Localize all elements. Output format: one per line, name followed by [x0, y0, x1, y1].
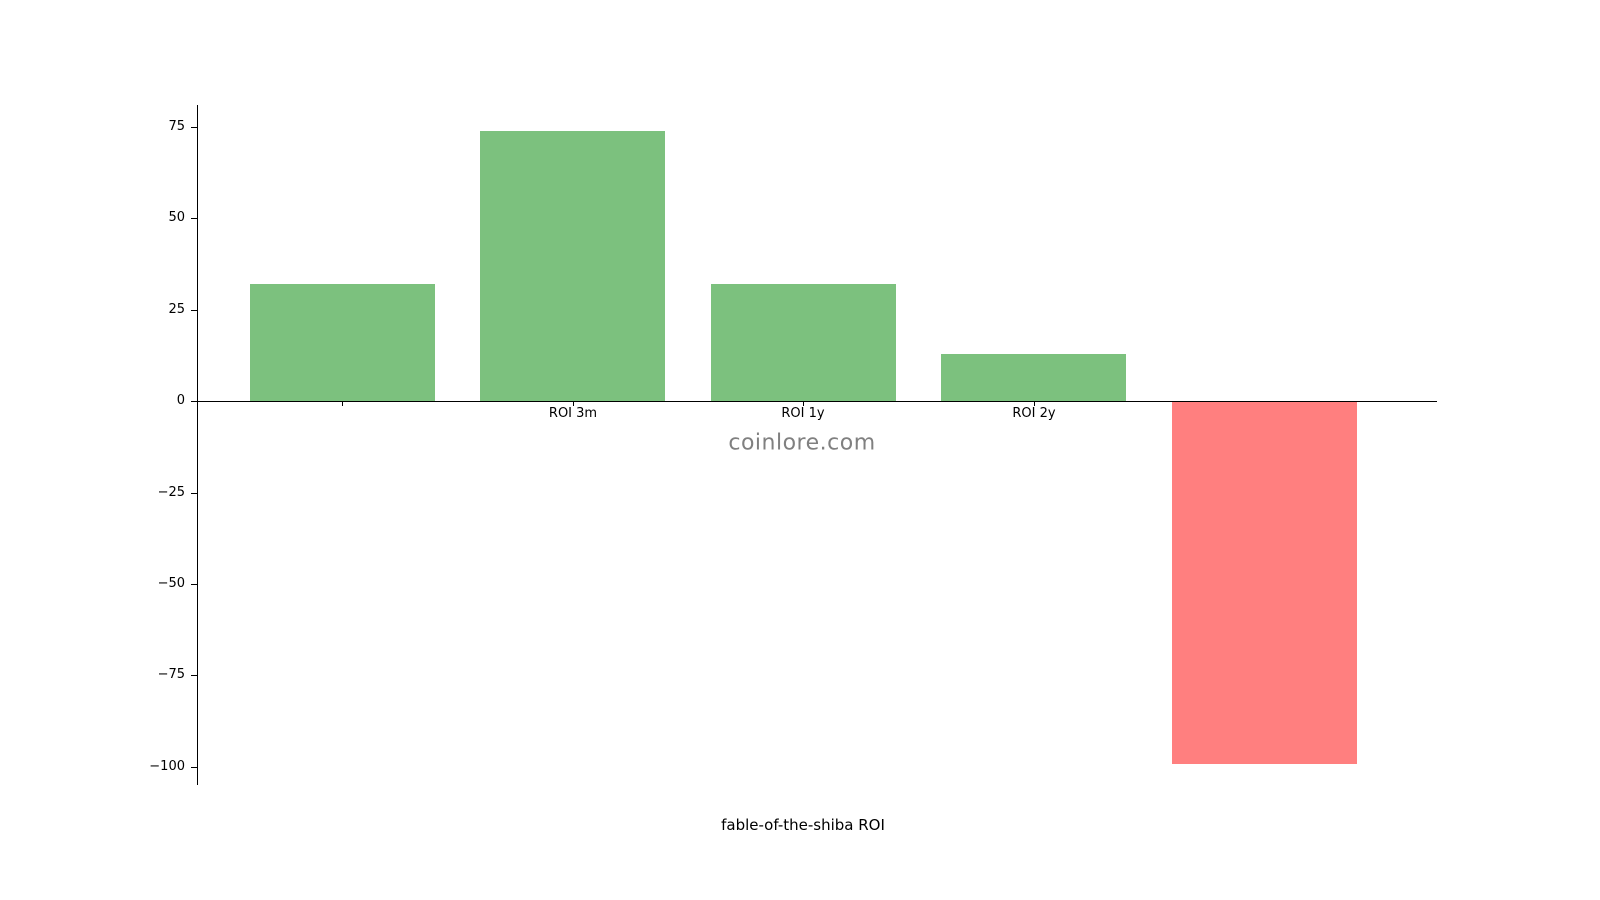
x-tick-mark — [1034, 402, 1035, 406]
y-tick-label: −25 — [157, 485, 185, 500]
y-tick-mark — [191, 218, 197, 219]
chart-caption: fable-of-the-shiba ROI — [721, 816, 885, 834]
x-tick-label-roi-2y: ROI 2y — [1012, 406, 1056, 421]
x-tick-label-roi-1y: ROI 1y — [781, 406, 825, 421]
x-tick-mark — [342, 402, 343, 406]
x-tick-mark — [803, 402, 804, 406]
y-tick-mark — [191, 127, 197, 128]
y-tick-label: 25 — [168, 302, 185, 317]
y-axis-spine — [197, 105, 198, 785]
y-tick-label: −100 — [149, 759, 185, 774]
x-axis-line — [198, 401, 1437, 402]
bar-roi-1y — [711, 284, 896, 401]
y-tick-label: 50 — [168, 210, 185, 225]
y-tick-mark — [191, 767, 197, 768]
bar-roi-3m — [480, 131, 665, 401]
bar-roi-2y — [941, 354, 1126, 401]
y-tick-label: 75 — [168, 119, 185, 134]
y-tick-mark — [191, 675, 197, 676]
y-tick-label: −75 — [157, 667, 185, 682]
x-tick-mark — [573, 402, 574, 406]
y-tick-label: −50 — [157, 576, 185, 591]
x-tick-label-roi-3m: ROI 3m — [548, 406, 598, 421]
watermark-text: coinlore.com — [728, 430, 876, 456]
y-tick-mark — [191, 310, 197, 311]
y-tick-mark — [191, 401, 197, 402]
y-tick-label: 0 — [176, 393, 185, 408]
bar-4 — [1172, 402, 1357, 764]
y-tick-mark — [191, 584, 197, 585]
y-tick-mark — [191, 493, 197, 494]
bar-0 — [250, 284, 435, 401]
